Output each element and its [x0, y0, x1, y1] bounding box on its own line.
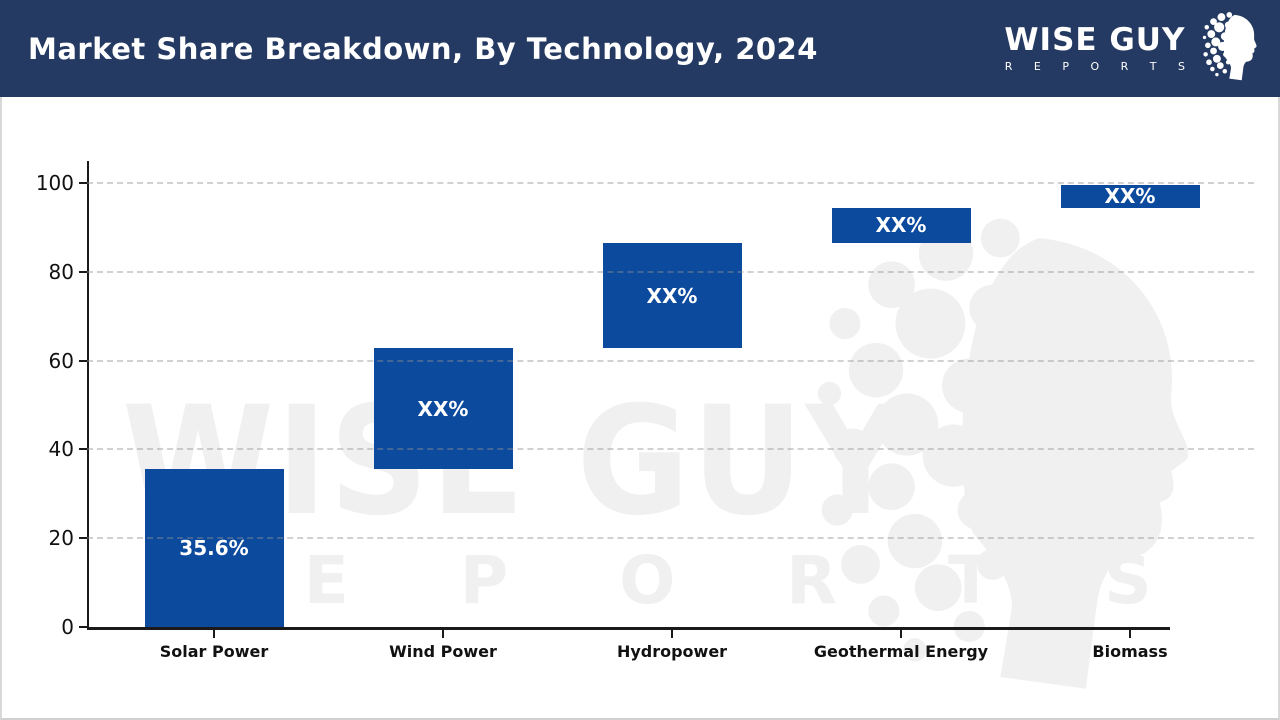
x-tick-geothermal-energy — [900, 630, 902, 638]
brand-name: WISE GUY — [1004, 22, 1186, 58]
y-tick-label-100: 100 — [35, 171, 74, 195]
bar-value-label-geothermal-energy: XX% — [875, 213, 927, 238]
bar-solar-power — [144, 468, 284, 627]
gridline-80 — [87, 270, 1254, 273]
y-tick-80 — [79, 270, 87, 273]
page-title: Market Share Breakdown, By Technology, 2… — [28, 31, 818, 66]
bar-value-label-wind-power: XX% — [417, 396, 469, 421]
y-tick-label-60: 60 — [48, 348, 74, 373]
category-label-solar-power: Solar Power — [159, 642, 269, 661]
brand-logo: WISE GUY R E P O R T S — [996, 7, 1262, 91]
gridline-100 — [87, 182, 1254, 184]
y-tick-60 — [79, 359, 87, 362]
bar-value-label-solar-power: 35.6% — [179, 535, 249, 560]
x-axis-line — [87, 627, 1170, 630]
header-bar: Market Share Breakdown, By Technology, 2… — [0, 0, 1280, 97]
category-label-hydropower: Hydropower — [616, 642, 728, 661]
category-label-biomass: Biomass — [1092, 642, 1168, 661]
watermark-head-icon — [797, 207, 1227, 716]
x-tick-hydropower — [671, 630, 673, 638]
y-tick-40 — [79, 448, 87, 451]
x-tick-wind-power — [442, 630, 444, 638]
y-tick-label-40: 40 — [48, 437, 74, 462]
bar-wind-power — [373, 348, 513, 469]
y-tick-100 — [79, 182, 87, 184]
chart-area: WISE GUY R E P O R T S 0 20 40 60 80 100 35.6% — [0, 97, 1280, 720]
category-label-geothermal-energy: Geothermal Energy — [813, 642, 989, 661]
bar-value-label-hydropower: XX% — [646, 283, 698, 308]
brand-subtitle: R E P O R T S — [1004, 60, 1194, 73]
gridline-20 — [87, 537, 1254, 540]
brand-logo-text: WISE GUY R E P O R T S — [996, 22, 1194, 73]
wiseguy-head-icon — [1200, 7, 1262, 91]
y-axis-line — [87, 161, 89, 629]
bar-geothermal-energy — [831, 207, 971, 243]
bar-hydropower — [602, 242, 742, 349]
bar-biomass — [1060, 184, 1200, 208]
y-tick-label-0: 0 — [61, 615, 74, 639]
bar-value-label-biomass: XX% — [1104, 184, 1156, 209]
gridline-40 — [87, 448, 1254, 451]
x-tick-biomass — [1129, 630, 1131, 638]
y-tick-0 — [79, 626, 87, 628]
y-tick-20 — [79, 537, 87, 540]
gridline-60 — [87, 359, 1254, 362]
y-tick-label-80: 80 — [48, 259, 74, 284]
x-tick-solar-power — [213, 630, 215, 638]
y-tick-label-20: 20 — [48, 526, 74, 551]
category-label-wind-power: Wind Power — [389, 642, 497, 661]
